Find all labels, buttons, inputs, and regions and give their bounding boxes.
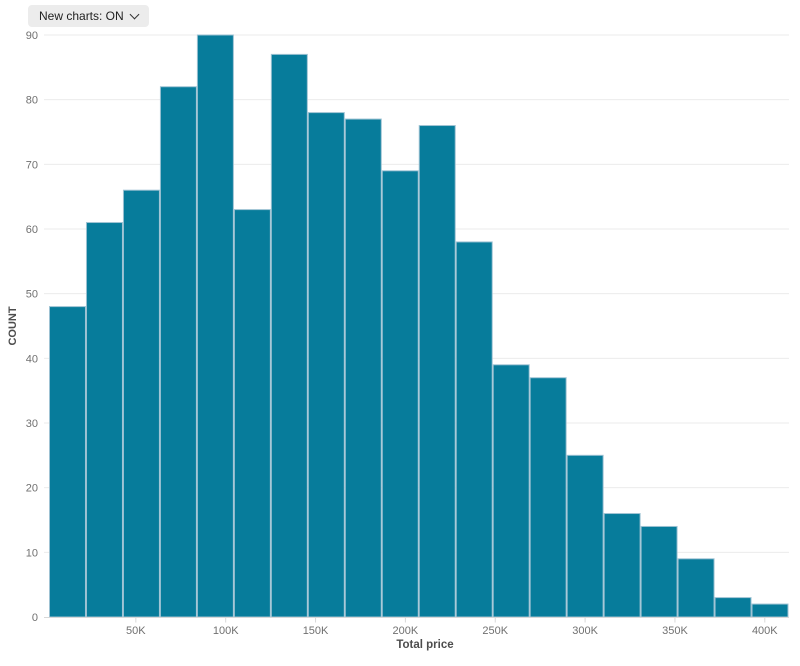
y-tick-label: 90 (26, 30, 38, 42)
histogram-bar[interactable] (455, 241, 493, 618)
histogram-bar[interactable] (122, 189, 160, 618)
x-tick-label: 300K (572, 625, 598, 637)
y-tick-label: 50 (26, 289, 38, 301)
histogram-bar[interactable] (603, 513, 641, 618)
x-axis-title: Total price (396, 639, 453, 651)
histogram-bar[interactable] (344, 118, 382, 618)
x-tick-label: 350K (662, 625, 688, 637)
histogram-bar[interactable] (529, 377, 567, 618)
histogram-bar[interactable] (307, 112, 345, 618)
chevron-down-icon (129, 9, 140, 20)
y-tick-label: 0 (32, 612, 38, 624)
histogram-bar[interactable] (233, 209, 271, 618)
histogram-bar[interactable] (677, 558, 715, 618)
histogram-bar[interactable] (640, 525, 678, 618)
x-tick-label: 400K (752, 625, 778, 637)
histogram-bar[interactable] (196, 34, 234, 618)
x-tick-label: 150K (303, 625, 329, 637)
y-tick-label: 80 (26, 95, 38, 107)
histogram-bar[interactable] (159, 86, 197, 618)
y-tick-label: 10 (26, 547, 38, 559)
y-tick-label: 60 (26, 224, 38, 236)
histogram-bar[interactable] (751, 603, 789, 618)
histogram-bar[interactable] (418, 125, 456, 618)
histogram-bar[interactable] (85, 222, 123, 618)
histogram-bar[interactable] (270, 53, 308, 618)
histogram-bar[interactable] (49, 306, 86, 618)
x-tick-label: 250K (482, 625, 508, 637)
y-tick-label: 20 (26, 483, 38, 495)
y-tick-label: 30 (26, 418, 38, 430)
x-tick-label: 100K (213, 625, 239, 637)
y-tick-label: 70 (26, 159, 38, 171)
histogram-bar[interactable] (492, 364, 530, 618)
y-tick-label: 40 (26, 353, 38, 365)
new-charts-dropdown[interactable]: New charts: ON (28, 5, 149, 27)
histogram-bar[interactable] (566, 454, 604, 618)
histogram-bar[interactable] (714, 597, 752, 618)
histogram-bar[interactable] (381, 170, 419, 618)
y-axis-title: COUNT (7, 306, 19, 345)
x-tick-label: 200K (393, 625, 419, 637)
new-charts-dropdown-label: New charts: ON (39, 9, 124, 23)
x-tick-label: 50K (126, 625, 146, 637)
